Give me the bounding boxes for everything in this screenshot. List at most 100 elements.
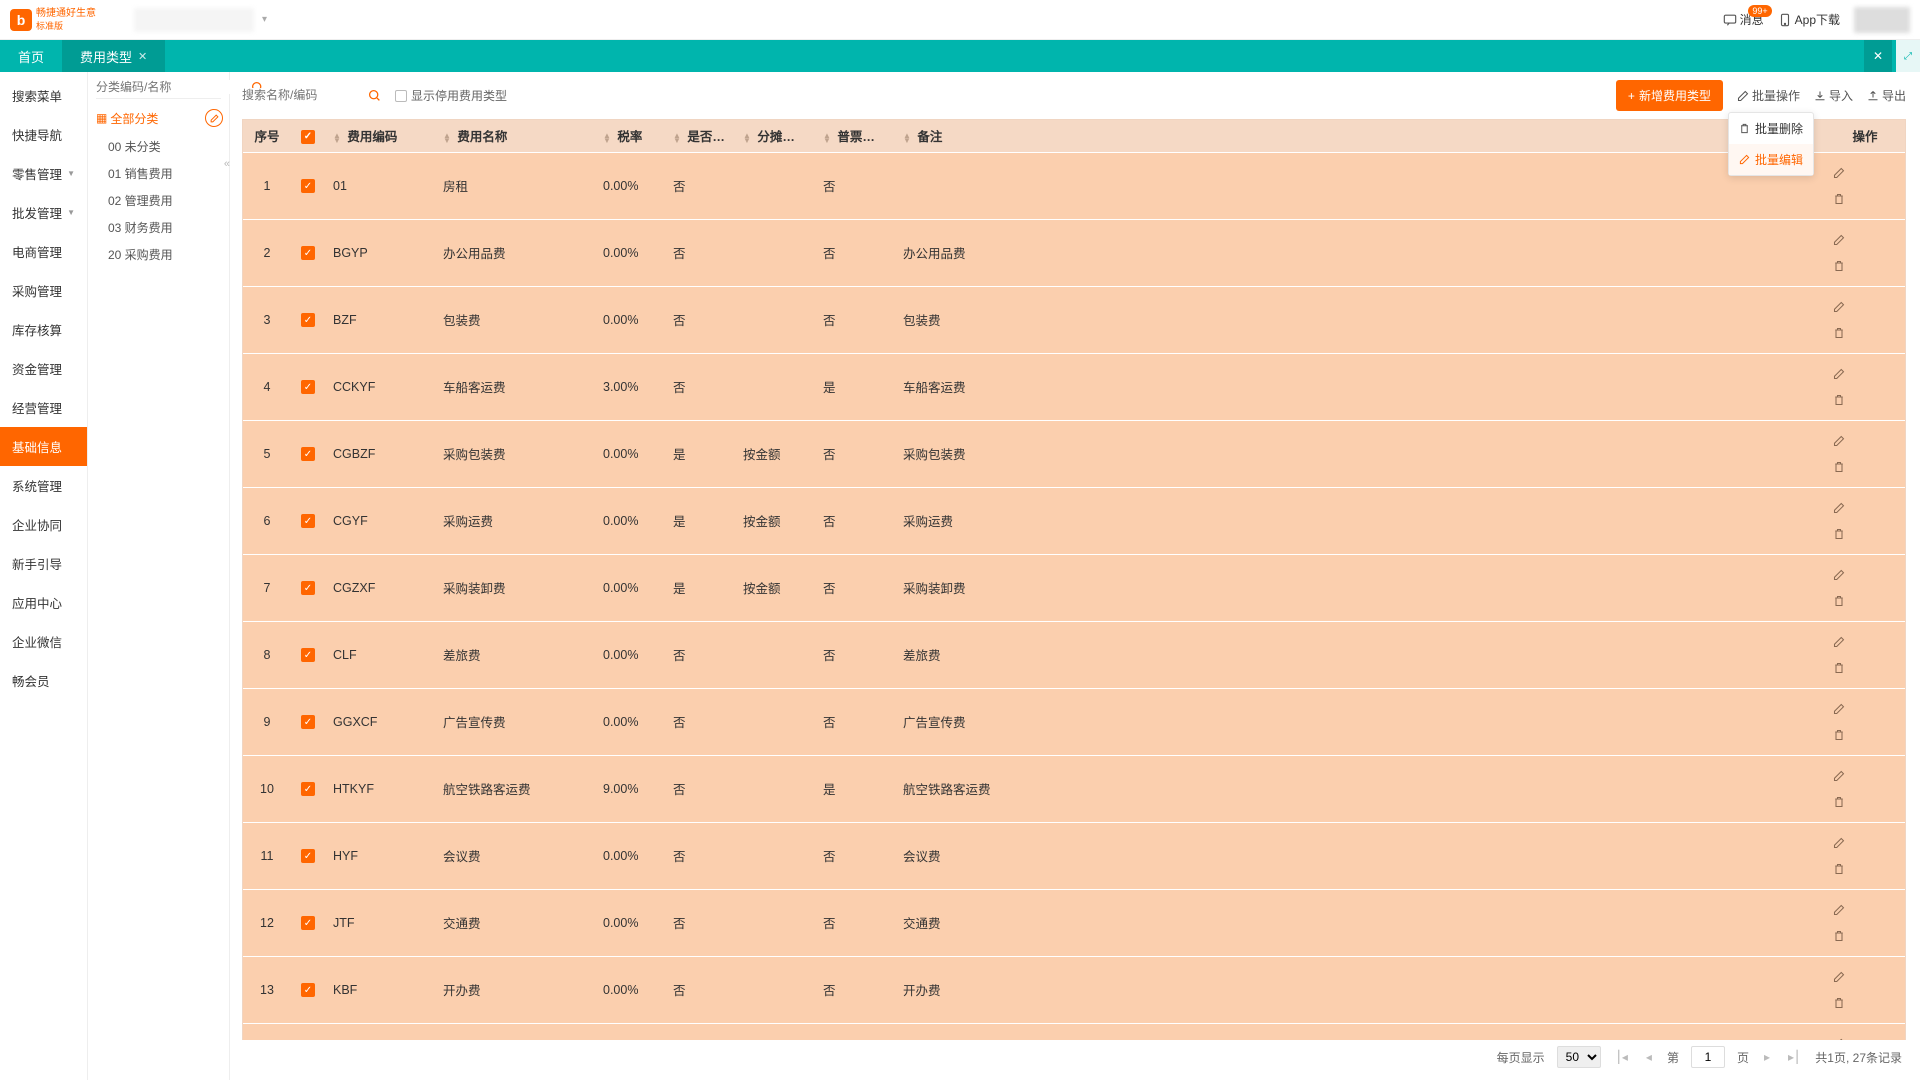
table-row[interactable]: 12✓JTF交通费0.00%否否交通费: [243, 889, 1905, 956]
page-input[interactable]: [1691, 1046, 1725, 1068]
show-disabled-checkbox[interactable]: 显示停用费用类型: [395, 87, 507, 104]
tab-expense-type[interactable]: 费用类型 ✕: [62, 40, 165, 72]
export-button[interactable]: 导出: [1867, 87, 1906, 104]
edit-row-icon[interactable]: [1833, 301, 1897, 313]
sidebar-item[interactable]: 经营管理: [0, 388, 87, 427]
page-size-select[interactable]: 50: [1557, 1046, 1601, 1068]
batch-ops-button[interactable]: 批量操作: [1737, 87, 1800, 104]
close-icon[interactable]: ✕: [138, 50, 147, 63]
edit-row-icon[interactable]: [1833, 167, 1897, 179]
tree-node[interactable]: 03 财务费用: [94, 214, 229, 241]
delete-row-icon[interactable]: [1833, 528, 1897, 540]
tree-edit-button[interactable]: [205, 109, 223, 127]
row-checkbox[interactable]: ✓: [301, 447, 315, 461]
column-header[interactable]: 操作: [1825, 120, 1905, 152]
delete-row-icon[interactable]: [1833, 595, 1897, 607]
sidebar-item[interactable]: 新手引导: [0, 544, 87, 583]
edit-row-icon[interactable]: [1833, 703, 1897, 715]
table-row[interactable]: 9✓GGXCF广告宣传费0.00%否否广告宣传费: [243, 688, 1905, 755]
search-icon[interactable]: [368, 89, 381, 102]
tree-node[interactable]: 02 管理费用: [94, 187, 229, 214]
sidebar-item[interactable]: 畅会员: [0, 661, 87, 700]
avatar[interactable]: [1854, 7, 1910, 33]
table-row[interactable]: 4✓CCKYF车船客运费3.00%否是车船客运费: [243, 353, 1905, 420]
edit-row-icon[interactable]: [1833, 435, 1897, 447]
table-row[interactable]: 2✓BGYP办公用品费0.00%否否办公用品费: [243, 219, 1905, 286]
column-header[interactable]: ▲▼ 备注: [895, 120, 1825, 152]
delete-row-icon[interactable]: [1833, 863, 1897, 875]
sidebar-item[interactable]: 库存核算: [0, 310, 87, 349]
delete-row-icon[interactable]: [1833, 260, 1897, 272]
edit-row-icon[interactable]: [1833, 569, 1897, 581]
edit-row-icon[interactable]: [1833, 971, 1897, 983]
row-checkbox[interactable]: ✓: [301, 782, 315, 796]
table-row[interactable]: 11✓HYF会议费0.00%否否会议费: [243, 822, 1905, 889]
sidebar-item[interactable]: 批发管理▼: [0, 193, 87, 232]
checkbox-icon[interactable]: ✓: [301, 130, 315, 144]
sidebar-item[interactable]: 快捷导航: [0, 115, 87, 154]
tree-node[interactable]: 00 未分类: [94, 133, 229, 160]
table-row[interactable]: 1✓01房租0.00%否否: [243, 152, 1905, 219]
sidebar-item[interactable]: 企业协同: [0, 505, 87, 544]
edit-row-icon[interactable]: [1833, 502, 1897, 514]
tab-home[interactable]: 首页: [0, 40, 62, 72]
delete-row-icon[interactable]: [1833, 193, 1897, 205]
messages-button[interactable]: 消息 99+: [1723, 11, 1764, 28]
row-checkbox[interactable]: ✓: [301, 514, 315, 528]
edit-row-icon[interactable]: [1833, 368, 1897, 380]
collapse-tree-icon[interactable]: «: [224, 158, 230, 170]
sidebar-item[interactable]: 应用中心: [0, 583, 87, 622]
pager-next[interactable]: ▸: [1761, 1050, 1773, 1064]
table-row[interactable]: 3✓BZF包装费0.00%否否包装费: [243, 286, 1905, 353]
tree-node[interactable]: 20 采购费用: [94, 241, 229, 268]
add-expense-type-button[interactable]: + 新增费用类型: [1616, 80, 1723, 111]
delete-row-icon[interactable]: [1833, 997, 1897, 1009]
table-row[interactable]: 13✓KBF开办费0.00%否否开办费: [243, 956, 1905, 1023]
sidebar-item[interactable]: 企业微信: [0, 622, 87, 661]
sidebar-item[interactable]: 基础信息: [0, 427, 87, 466]
column-header[interactable]: ▲▼ 普票…: [815, 120, 895, 152]
sidebar-item[interactable]: 搜索菜单: [0, 76, 87, 115]
column-header[interactable]: ✓: [291, 120, 325, 152]
batch-edit-item[interactable]: 批量编辑: [1729, 144, 1813, 175]
column-header[interactable]: ▲▼ 税率: [595, 120, 665, 152]
sidebar-item[interactable]: 电商管理: [0, 232, 87, 271]
row-checkbox[interactable]: ✓: [301, 983, 315, 997]
table-row[interactable]: 8✓CLF差旅费0.00%否否差旅费: [243, 621, 1905, 688]
row-checkbox[interactable]: ✓: [301, 916, 315, 930]
column-header[interactable]: 序号: [243, 120, 291, 152]
search-input[interactable]: [242, 88, 362, 103]
row-checkbox[interactable]: ✓: [301, 380, 315, 394]
edit-row-icon[interactable]: [1833, 770, 1897, 782]
delete-row-icon[interactable]: [1833, 662, 1897, 674]
sidebar-item[interactable]: 零售管理▼: [0, 154, 87, 193]
row-checkbox[interactable]: ✓: [301, 715, 315, 729]
table-row[interactable]: 6✓CGYF采购运费0.00%是按金额否采购运费: [243, 487, 1905, 554]
pager-prev[interactable]: ◂: [1643, 1050, 1655, 1064]
edit-row-icon[interactable]: [1833, 234, 1897, 246]
tree-node[interactable]: 01 销售费用: [94, 160, 229, 187]
sidebar-item[interactable]: 系统管理: [0, 466, 87, 505]
table-row[interactable]: 14✓LBF劳保费0.00%否否劳保费: [243, 1023, 1905, 1040]
column-header[interactable]: ▲▼ 分摊…: [735, 120, 815, 152]
tabs-expand[interactable]: ⤢: [1896, 40, 1920, 72]
edit-row-icon[interactable]: [1833, 837, 1897, 849]
row-checkbox[interactable]: ✓: [301, 246, 315, 260]
column-header[interactable]: ▲▼ 费用编码: [325, 120, 435, 152]
tabs-close-all[interactable]: ✕: [1864, 40, 1892, 72]
row-checkbox[interactable]: ✓: [301, 581, 315, 595]
tree-all-categories[interactable]: ▦ 全部分类: [96, 110, 158, 127]
row-checkbox[interactable]: ✓: [301, 648, 315, 662]
sidebar-item[interactable]: 采购管理: [0, 271, 87, 310]
tree-search-input[interactable]: [96, 80, 251, 94]
delete-row-icon[interactable]: [1833, 930, 1897, 942]
pager-last[interactable]: ▸⎮: [1785, 1050, 1803, 1064]
column-header[interactable]: ▲▼ 费用名称: [435, 120, 595, 152]
batch-delete-item[interactable]: 批量删除: [1729, 113, 1813, 144]
table-row[interactable]: 10✓HTKYF航空铁路客运费9.00%否是航空铁路客运费: [243, 755, 1905, 822]
chevron-down-icon[interactable]: ▾: [262, 14, 267, 25]
row-checkbox[interactable]: ✓: [301, 313, 315, 327]
delete-row-icon[interactable]: [1833, 394, 1897, 406]
sidebar-item[interactable]: 资金管理: [0, 349, 87, 388]
edit-row-icon[interactable]: [1833, 904, 1897, 916]
